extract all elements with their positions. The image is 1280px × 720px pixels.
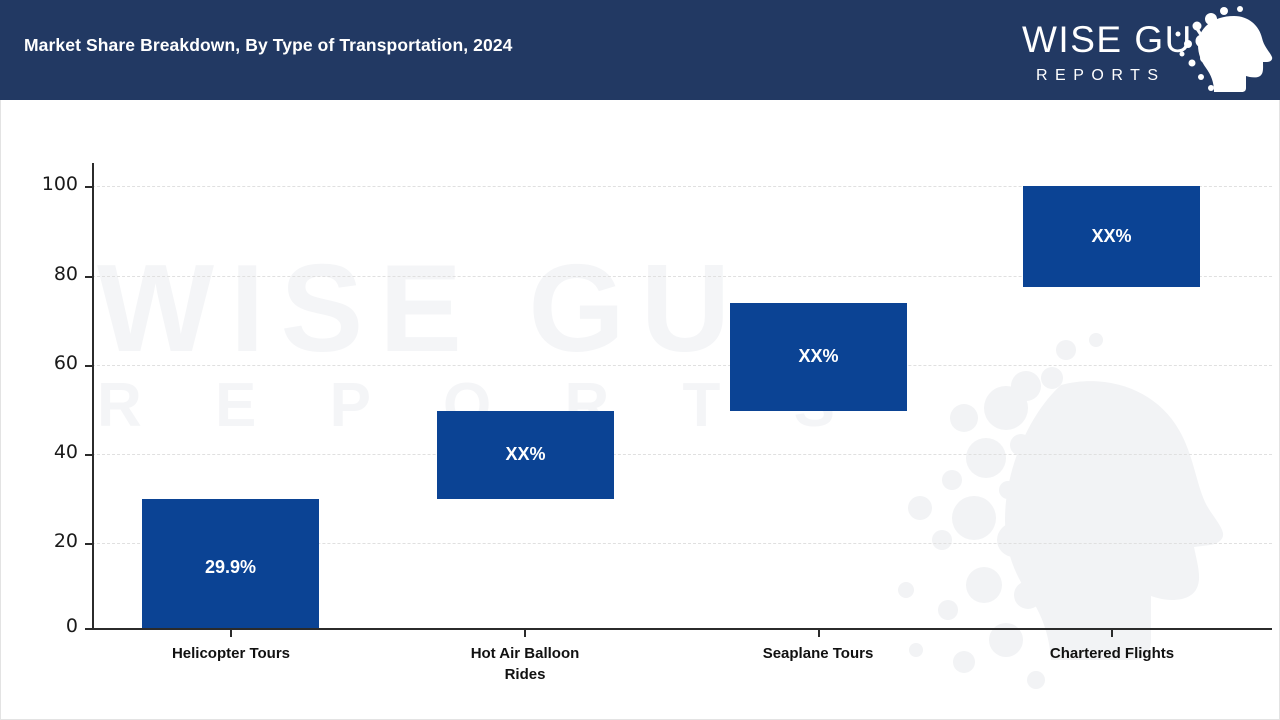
x-tick-label-helicopter-tours: Helicopter Tours (131, 643, 331, 664)
x-tick-mark-2 (818, 629, 820, 637)
logo-text-reports: REPORTS (1036, 67, 1166, 84)
header-bar: Market Share Breakdown, By Type of Trans… (0, 0, 1280, 100)
bar-label-chartered-flights: XX% (1091, 226, 1132, 246)
gridline-60 (92, 365, 1272, 366)
y-tick-mark-80 (85, 276, 92, 278)
gridline-40 (92, 454, 1272, 455)
bar-label-hot-air-balloon-rides: XX% (505, 444, 546, 464)
x-label-line-2: Rides (504, 666, 546, 683)
wise-guy-reports-logo: WISE GUY REPORTS (1002, 6, 1274, 94)
y-tick-label-0: 0 (65, 615, 78, 637)
x-tick-mark-0 (230, 629, 232, 637)
x-tick-mark-3 (1111, 629, 1113, 637)
x-label-line-1: Hot Air Balloon (470, 645, 580, 662)
y-tick-mark-60 (85, 365, 92, 367)
y-tick-mark-100 (85, 186, 92, 188)
bar-label-seaplane-tours: XX% (798, 346, 839, 366)
plot-area: 100 80 60 40 20 0 29.9% XX% XX% XX% (42, 163, 1272, 683)
bar-chartered-flights[interactable]: XX% (1023, 186, 1200, 287)
x-label-line-1: Seaplane Tours (762, 645, 874, 662)
logo-head-icon (1175, 6, 1273, 92)
x-label-line-1: Helicopter Tours (171, 645, 291, 662)
logo-text-wise-guy: WISE GUY (1022, 19, 1219, 60)
y-tick-label-60: 60 (53, 352, 78, 374)
x-tick-label-chartered-flights: Chartered Flights (1012, 643, 1212, 664)
bar-hot-air-balloon-rides[interactable]: XX% (437, 411, 614, 499)
x-tick-mark-1 (524, 629, 526, 637)
x-label-line-1: Chartered Flights (1049, 645, 1175, 662)
x-tick-label-seaplane-tours: Seaplane Tours (718, 643, 918, 664)
bar-label-helicopter-tours: 29.9% (204, 557, 257, 577)
y-tick-label-80: 80 (53, 263, 78, 285)
y-tick-label-20: 20 (53, 530, 78, 552)
gridline-20 (92, 543, 1272, 544)
y-tick-label-40: 40 (53, 441, 78, 463)
y-tick-mark-40 (85, 454, 92, 456)
page-title: Market Share Breakdown, By Type of Trans… (24, 35, 513, 55)
y-tick-mark-20 (85, 543, 92, 545)
chart-area: WISE GU R E P O R T S (0, 100, 1280, 720)
gridline-100 (92, 186, 1272, 187)
x-tick-label-hot-air-balloon-rides: Hot Air Balloon Rides (425, 643, 625, 685)
y-axis-line (92, 163, 94, 628)
gridline-80 (92, 276, 1272, 277)
bar-seaplane-tours[interactable]: XX% (730, 303, 907, 411)
bar-helicopter-tours[interactable]: 29.9% (142, 499, 319, 628)
y-tick-label-100: 100 (41, 173, 78, 195)
y-tick-mark-0 (85, 628, 92, 630)
x-axis-line (92, 628, 1272, 630)
